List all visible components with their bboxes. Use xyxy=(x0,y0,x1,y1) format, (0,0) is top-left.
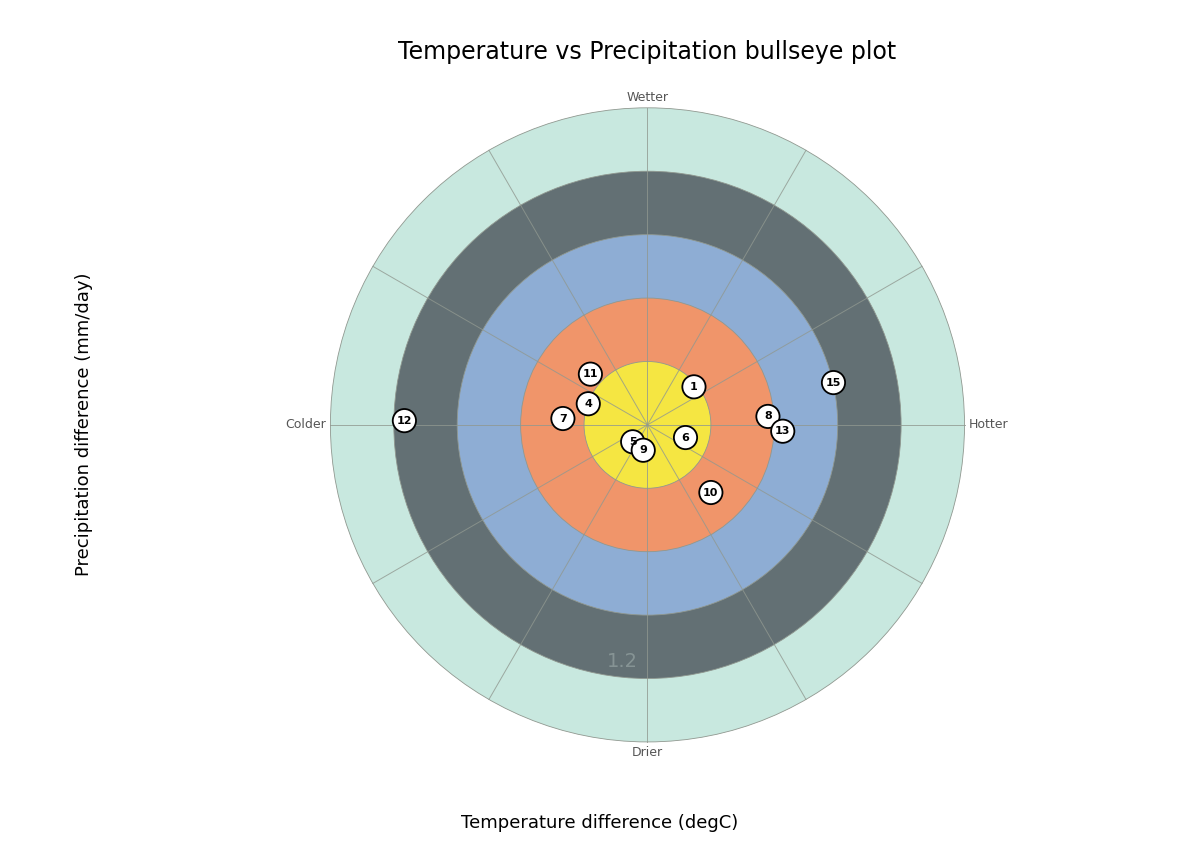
Text: 11: 11 xyxy=(583,369,598,379)
Text: 15: 15 xyxy=(826,377,842,388)
Circle shape xyxy=(457,235,838,615)
Circle shape xyxy=(757,404,779,428)
Text: Temperature difference (degC): Temperature difference (degC) xyxy=(460,813,739,832)
Text: 8: 8 xyxy=(764,411,772,421)
Text: 9: 9 xyxy=(639,445,647,455)
Text: 1: 1 xyxy=(691,382,698,392)
Circle shape xyxy=(682,375,705,399)
Text: Precipitation difference (mm/day): Precipitation difference (mm/day) xyxy=(74,272,94,576)
Circle shape xyxy=(821,371,845,394)
Text: 0.9: 0.9 xyxy=(607,589,638,608)
Text: 6: 6 xyxy=(681,432,689,443)
Text: 4: 4 xyxy=(584,399,592,409)
Circle shape xyxy=(331,108,964,742)
Text: Hotter: Hotter xyxy=(969,418,1008,432)
Text: 1.2: 1.2 xyxy=(607,652,638,671)
Text: Wetter: Wetter xyxy=(626,91,669,103)
Text: 13: 13 xyxy=(775,427,790,436)
Circle shape xyxy=(393,171,902,678)
Text: Colder: Colder xyxy=(285,418,326,432)
Circle shape xyxy=(577,392,600,416)
Circle shape xyxy=(552,407,574,430)
Text: 10: 10 xyxy=(703,488,718,498)
Text: Drier: Drier xyxy=(632,746,663,759)
Text: 12: 12 xyxy=(397,416,412,426)
Circle shape xyxy=(699,481,723,505)
Circle shape xyxy=(520,298,775,552)
Text: 7: 7 xyxy=(559,414,567,423)
Circle shape xyxy=(584,361,711,488)
Text: 0.6: 0.6 xyxy=(615,525,646,544)
Circle shape xyxy=(621,430,644,454)
Circle shape xyxy=(393,409,416,432)
Circle shape xyxy=(579,362,602,386)
Text: 5: 5 xyxy=(628,437,637,447)
Circle shape xyxy=(674,426,697,449)
Circle shape xyxy=(632,438,655,462)
Circle shape xyxy=(771,420,795,443)
Title: Temperature vs Precipitation bullseye plot: Temperature vs Precipitation bullseye pl… xyxy=(398,41,897,64)
